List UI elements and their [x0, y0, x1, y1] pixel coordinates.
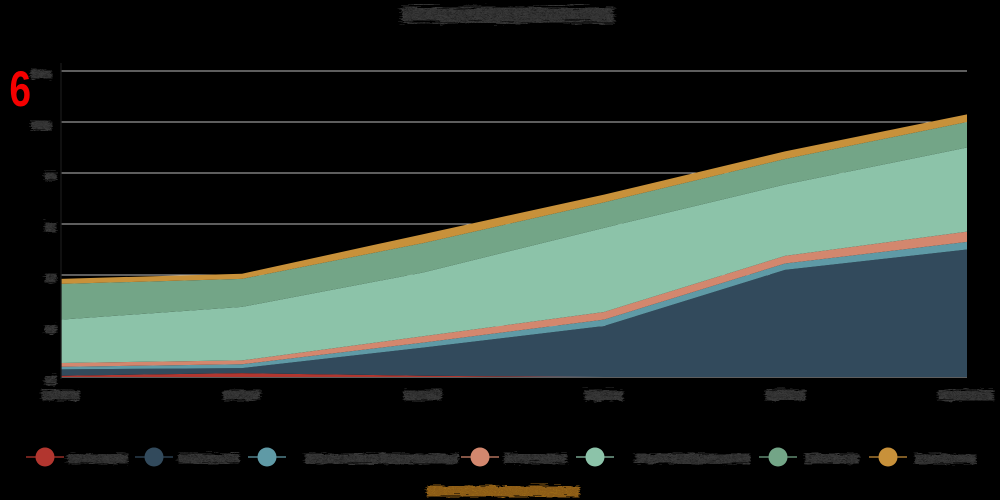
svg-text:6: 6 — [9, 60, 31, 117]
